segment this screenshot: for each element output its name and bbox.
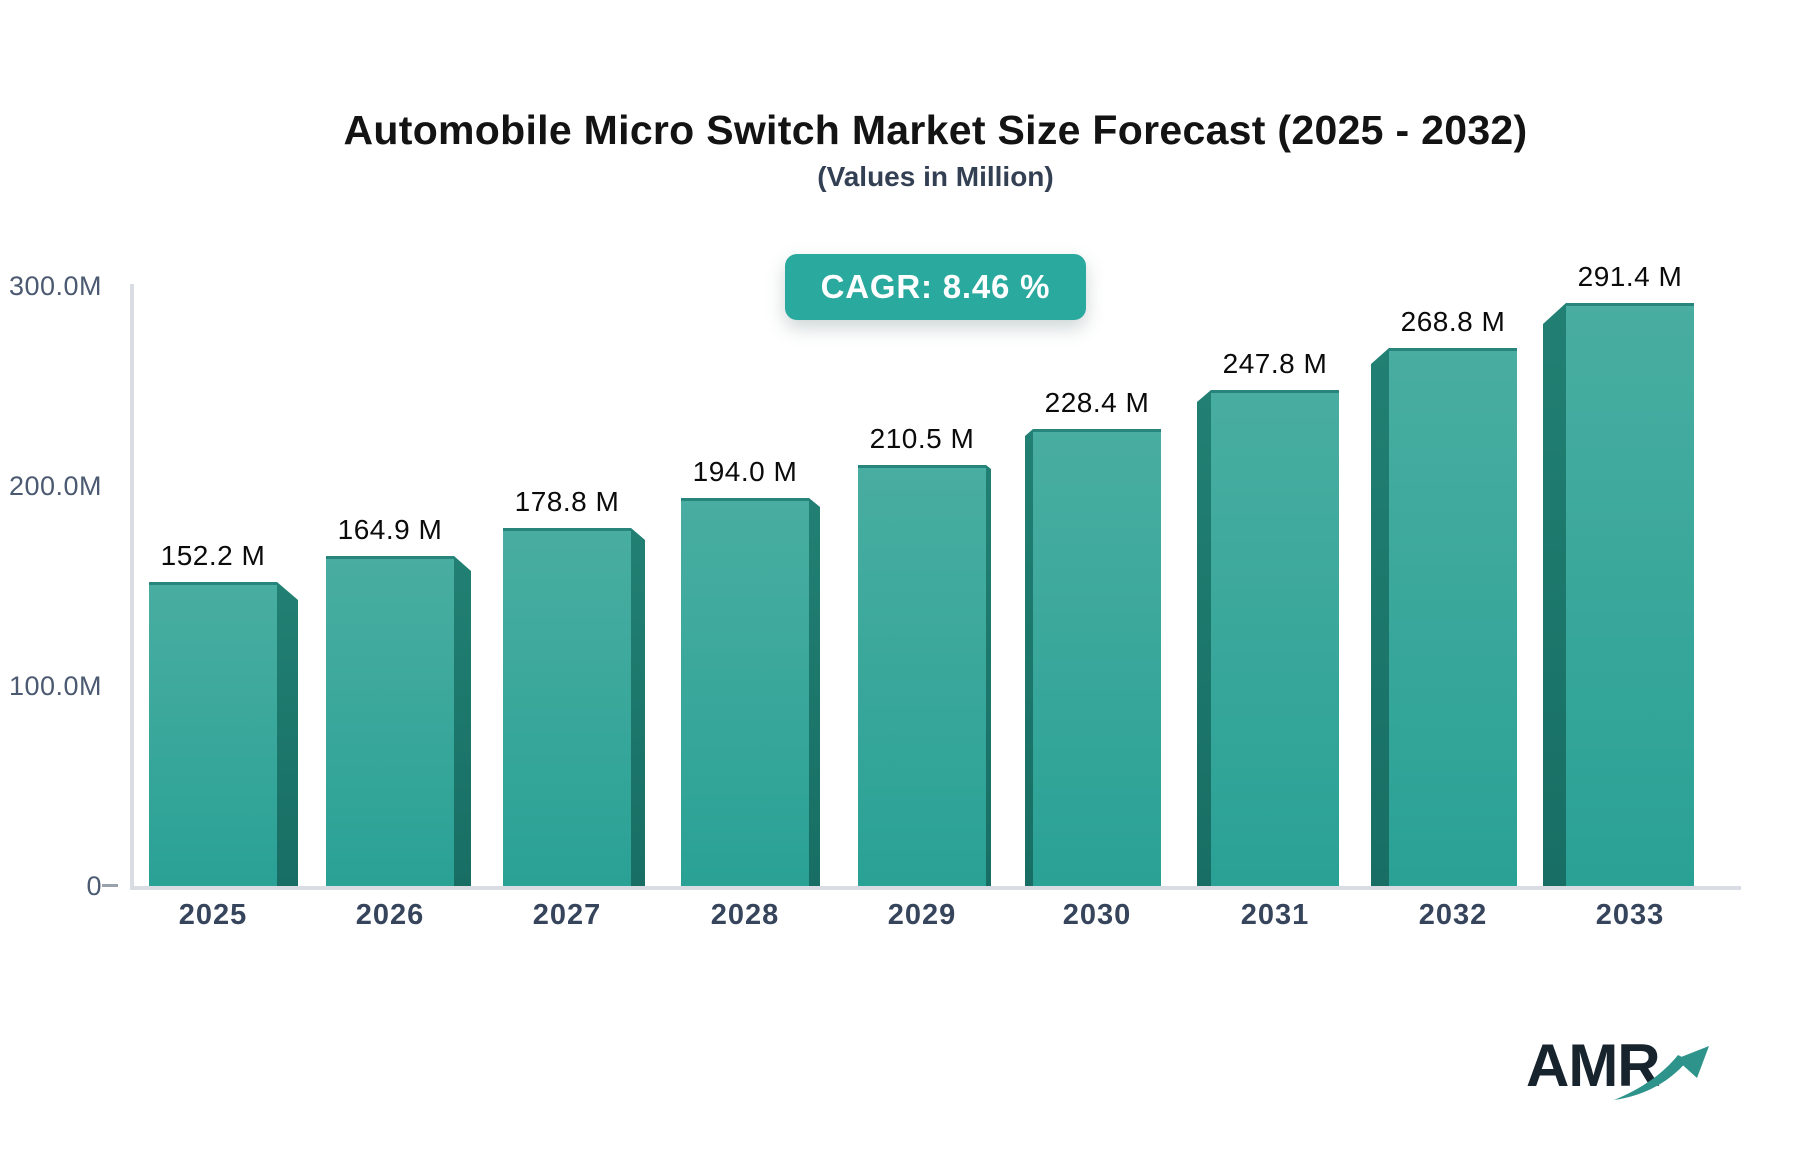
bar-side-3d-2025	[277, 582, 298, 886]
cagr-badge-row: CAGR: 8.46 %	[130, 254, 1741, 320]
x-axis-label-2028: 2028	[710, 899, 780, 931]
y-axis-label-300.0M: 300.0M	[8, 271, 102, 301]
bar-side-3d-2026	[454, 556, 471, 886]
bar-side-3d-2032	[1371, 348, 1389, 886]
bar-value-label-2033: 291.4 M	[1577, 261, 1683, 292]
cagr-badge: CAGR: 8.46 %	[784, 254, 1087, 320]
y-axis-label-200.0M: 200.0M	[8, 471, 102, 501]
y-axis-label-100.0M: 100.0M	[8, 671, 102, 701]
y-axis-label-0: 0	[86, 871, 102, 901]
bar-side-3d-2029	[986, 465, 991, 886]
bar-value-label-2032: 268.8 M	[1400, 306, 1506, 337]
bar-side-3d-2033	[1543, 303, 1566, 886]
bar-value-label-2028: 194.0 M	[692, 456, 798, 487]
x-axis-label-2033: 2033	[1595, 899, 1665, 931]
bar-2031	[1211, 390, 1339, 886]
growth-arrow-icon	[1614, 1046, 1709, 1100]
bar-side-3d-2031	[1197, 390, 1211, 886]
chart-subtitle: (Values in Million)	[817, 161, 1054, 192]
x-axis-label-2030: 2030	[1062, 899, 1132, 931]
x-axis-baseline	[130, 886, 1741, 890]
x-axis-label-2025: 2025	[178, 899, 248, 931]
amr-logo: AMR	[1526, 1036, 1756, 1126]
bar-2027	[503, 528, 631, 886]
bar-2033	[1566, 303, 1694, 886]
x-axis-label-2031: 2031	[1240, 899, 1310, 931]
x-axis-label-2032: 2032	[1418, 899, 1488, 931]
bar-value-label-2026: 164.9 M	[337, 514, 443, 545]
amr-logo-text: AMR	[1526, 1032, 1661, 1099]
bar-value-label-2029: 210.5 M	[869, 423, 975, 454]
bar-2028	[681, 498, 809, 886]
y-axis-line	[130, 284, 134, 890]
zero-tick-mark	[102, 884, 118, 887]
bar-2025	[149, 582, 277, 886]
bar-2032	[1389, 348, 1517, 886]
bar-value-label-2025: 152.2 M	[160, 540, 266, 571]
bar-value-label-2027: 178.8 M	[514, 486, 620, 517]
x-axis-label-2026: 2026	[355, 899, 425, 931]
bar-value-label-2031: 247.8 M	[1222, 348, 1328, 379]
bar-2030	[1033, 429, 1161, 886]
chart-title: Automobile Micro Switch Market Size Fore…	[343, 107, 1528, 153]
x-axis-label-2027: 2027	[532, 899, 602, 931]
bar-side-3d-2030	[1025, 429, 1033, 886]
bar-side-3d-2027	[631, 528, 645, 886]
bar-2026	[326, 556, 454, 886]
bar-value-label-2030: 228.4 M	[1044, 387, 1150, 418]
bar-2029	[858, 465, 986, 886]
bar-side-3d-2028	[809, 498, 820, 886]
x-axis-label-2029: 2029	[887, 899, 957, 931]
